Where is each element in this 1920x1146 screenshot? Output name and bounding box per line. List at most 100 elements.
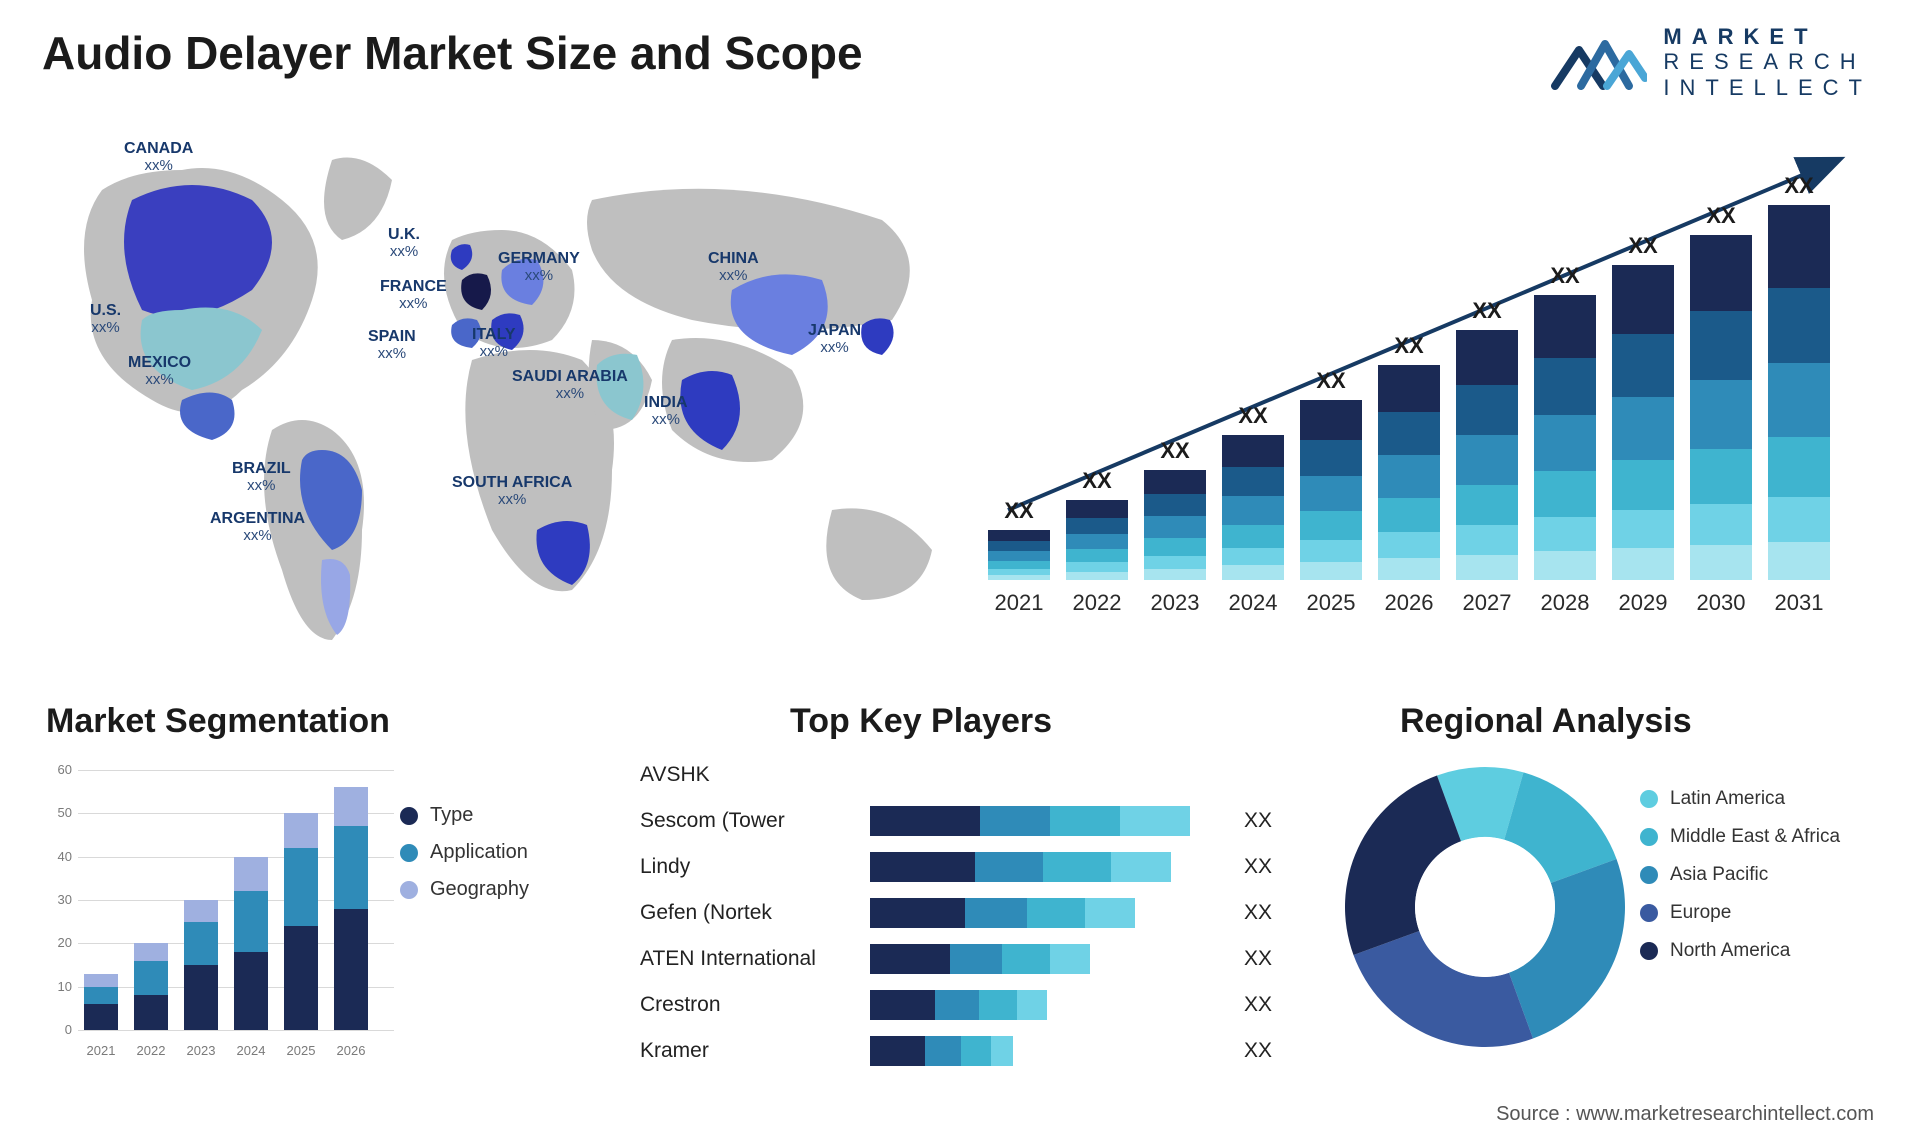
growth-bar-segment <box>1066 518 1128 534</box>
legend-swatch-icon <box>1640 790 1658 808</box>
map-label-italy: ITALYxx% <box>472 326 516 360</box>
map-label-mexico: MEXICOxx% <box>128 354 191 388</box>
growth-bar-segment <box>1690 545 1752 580</box>
growth-bar-segment <box>1144 538 1206 556</box>
growth-bar-segment <box>1144 516 1206 538</box>
growth-bar <box>988 530 1050 580</box>
legend-label: North America <box>1670 940 1790 962</box>
map-label-china: CHINAxx% <box>708 250 759 284</box>
player-value: XX <box>1244 993 1272 1017</box>
player-value: XX <box>1244 809 1272 833</box>
region-legend-item: North America <box>1640 940 1890 962</box>
player-row: Sescom (Tower XX <box>640 798 1290 844</box>
map-country-pct: xx% <box>644 412 688 429</box>
player-bar-segment <box>1085 898 1135 928</box>
map-country-name: SPAIN <box>368 328 416 345</box>
seg-bar-segment <box>284 813 318 848</box>
growth-bar <box>1612 265 1674 580</box>
growth-year-label: 2023 <box>1144 590 1206 616</box>
seg-ytick: 40 <box>42 849 72 864</box>
map-country-pct: xx% <box>232 478 291 495</box>
growth-bar-segment <box>988 541 1050 551</box>
growth-bar-segment <box>1612 397 1674 460</box>
legend-label: Middle East & Africa <box>1670 826 1840 848</box>
logo-text: MARKET RESEARCH INTELLECT <box>1663 24 1872 100</box>
player-bar-segment <box>870 1036 925 1066</box>
player-bar <box>870 806 1230 836</box>
growth-bar-segment <box>1222 467 1284 496</box>
growth-bar-segment <box>988 575 1050 580</box>
map-label-germany: GERMANYxx% <box>498 250 580 284</box>
map-label-u-k-: U.K.xx% <box>388 226 420 260</box>
player-bar-segment <box>870 990 935 1020</box>
growth-bar-segment <box>1222 496 1284 525</box>
growth-value-label: XX <box>1222 403 1284 429</box>
map-country-name: ITALY <box>472 326 516 343</box>
segmentation-legend: TypeApplicationGeography <box>400 790 580 915</box>
growth-bar-segment <box>1378 455 1440 498</box>
growth-bar-segment <box>988 561 1050 569</box>
seg-bar <box>334 787 368 1030</box>
seg-ytick: 50 <box>42 805 72 820</box>
seg-bar-segment <box>334 909 368 1030</box>
map-country-name: CHINA <box>708 250 759 267</box>
player-value: XX <box>1244 947 1272 971</box>
logo-line1: MARKET <box>1663 24 1872 49</box>
regional-legend: Latin AmericaMiddle East & AfricaAsia Pa… <box>1640 772 1890 978</box>
map-country-name: JAPAN <box>808 322 861 339</box>
map-country-name: SAUDI ARABIA <box>512 368 628 385</box>
player-row: Gefen (NortekXX <box>640 890 1290 936</box>
player-value: XX <box>1244 901 1272 925</box>
seg-ytick: 60 <box>42 762 72 777</box>
growth-bar-segment <box>1768 363 1830 438</box>
seg-bar-segment <box>134 943 168 960</box>
seg-bar-segment <box>284 848 318 926</box>
growth-bar-segment <box>1222 435 1284 467</box>
seg-bar-segment <box>84 1004 118 1030</box>
map-country-pct: xx% <box>452 492 572 509</box>
player-bar-segment <box>1050 944 1090 974</box>
seg-year-label: 2025 <box>278 1043 324 1058</box>
player-bar-segment <box>870 898 965 928</box>
player-name: Crestron <box>640 993 870 1017</box>
growth-year-label: 2022 <box>1066 590 1128 616</box>
growth-bar-segment <box>1378 498 1440 532</box>
seg-year-label: 2021 <box>78 1043 124 1058</box>
map-country-pct: xx% <box>388 244 420 261</box>
player-bar <box>870 852 1230 882</box>
player-row: KramerXX <box>640 1028 1290 1074</box>
legend-label: Application <box>430 841 528 864</box>
growth-bar <box>1378 365 1440 580</box>
seg-bar <box>184 900 218 1030</box>
growth-value-label: XX <box>1378 333 1440 359</box>
growth-value-label: XX <box>988 498 1050 524</box>
seg-bar-segment <box>284 926 318 1030</box>
player-bar-segment <box>1120 806 1190 836</box>
player-bar-segment <box>950 944 1002 974</box>
key-players-chart: AVSHKSescom (TowerXXLindyXXGefen (Nortek… <box>640 752 1290 1074</box>
brand-logo: MARKET RESEARCH INTELLECT <box>1551 24 1872 100</box>
growth-bar-segment <box>1378 558 1440 580</box>
player-row: LindyXX <box>640 844 1290 890</box>
map-country-name: GERMANY <box>498 250 580 267</box>
growth-bar-segment <box>1144 556 1206 569</box>
player-name: Sescom (Tower <box>640 809 870 833</box>
growth-year-label: 2028 <box>1534 590 1596 616</box>
legend-swatch-icon <box>400 807 418 825</box>
player-row: ATEN InternationalXX <box>640 936 1290 982</box>
growth-bar-segment <box>1534 358 1596 415</box>
player-bar-segment <box>980 806 1050 836</box>
legend-swatch-icon <box>1640 942 1658 960</box>
map-country-pct: xx% <box>368 346 416 363</box>
growth-value-label: XX <box>1612 233 1674 259</box>
growth-year-label: 2024 <box>1222 590 1284 616</box>
seg-year-label: 2026 <box>328 1043 374 1058</box>
seg-year-label: 2022 <box>128 1043 174 1058</box>
growth-bar-segment <box>988 530 1050 541</box>
growth-bar-segment <box>1768 205 1830 288</box>
growth-bar-segment <box>1144 494 1206 516</box>
growth-bar-segment <box>1300 562 1362 580</box>
player-row: Crestron XX <box>640 982 1290 1028</box>
player-bar-segment <box>870 852 975 882</box>
growth-value-label: XX <box>1690 203 1752 229</box>
